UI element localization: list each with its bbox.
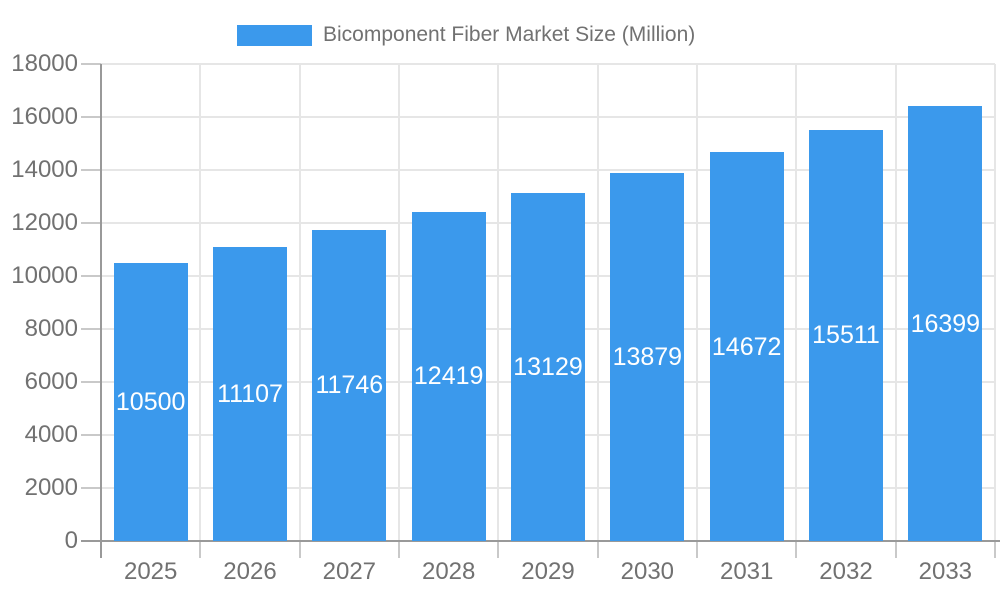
x-gridline bbox=[994, 64, 996, 541]
x-axis-tick bbox=[696, 541, 698, 558]
y-axis-label: 18000 bbox=[11, 50, 78, 77]
x-gridline bbox=[696, 64, 698, 541]
y-axis-label: 6000 bbox=[24, 368, 78, 395]
x-axis-tick bbox=[298, 541, 301, 558]
x-axis-tick bbox=[497, 541, 500, 558]
x-axis-tick bbox=[398, 541, 400, 558]
bar-2025 bbox=[113, 262, 188, 541]
y-axis-tick bbox=[81, 381, 101, 383]
x-axis-label: 2025 bbox=[123, 558, 178, 585]
y-axis-label: 10000 bbox=[11, 262, 78, 289]
legend-swatch bbox=[237, 24, 312, 46]
bar-2029 bbox=[511, 193, 585, 541]
y-axis-tick bbox=[81, 487, 101, 489]
x-axis-tick bbox=[199, 541, 202, 558]
x-axis-line bbox=[81, 540, 1000, 542]
x-axis-label: 2027 bbox=[322, 558, 377, 585]
y-axis-label: 8000 bbox=[24, 315, 78, 342]
bar-value-label: 13879 bbox=[612, 343, 683, 372]
x-gridline bbox=[298, 64, 301, 541]
bar-value-label: 11107 bbox=[217, 379, 283, 408]
y-axis-label: 12000 bbox=[11, 209, 78, 236]
x-axis-label: 2033 bbox=[918, 558, 973, 585]
x-gridline bbox=[596, 64, 599, 541]
x-axis-label: 2032 bbox=[819, 558, 873, 585]
y-axis-line bbox=[100, 64, 102, 558]
bar-2028 bbox=[411, 211, 486, 541]
y-axis-label: 2000 bbox=[24, 474, 78, 501]
bar-value-label: 15511 bbox=[812, 321, 880, 350]
bar-value-label: 14672 bbox=[711, 332, 782, 361]
y-axis-tick bbox=[81, 328, 101, 330]
x-gridline bbox=[894, 64, 897, 541]
y-axis-tick bbox=[81, 275, 101, 277]
y-axis-label: 14000 bbox=[11, 156, 78, 183]
x-gridline bbox=[497, 64, 500, 541]
x-axis-tick bbox=[994, 541, 996, 558]
x-axis-label: 2026 bbox=[223, 558, 277, 585]
bar-value-label: 16399 bbox=[910, 309, 981, 338]
legend-item[interactable]: Bicomponent Fiber Market Size (Million) bbox=[237, 23, 695, 47]
x-axis-tick bbox=[795, 541, 798, 558]
bar-value-label: 10500 bbox=[115, 387, 186, 416]
bar-2030 bbox=[610, 173, 685, 541]
y-axis-label: 16000 bbox=[11, 103, 78, 130]
x-axis-tick bbox=[894, 541, 897, 558]
y-axis-label: 0 bbox=[64, 527, 78, 554]
y-axis-tick bbox=[81, 116, 101, 118]
bar-value-label: 13129 bbox=[513, 353, 583, 382]
y-axis-tick bbox=[81, 169, 101, 171]
legend-label: Bicomponent Fiber Market Size (Million) bbox=[323, 23, 696, 46]
y-gridline bbox=[101, 63, 995, 65]
x-gridline bbox=[795, 64, 798, 541]
y-axis-tick bbox=[81, 434, 101, 436]
bar-2031 bbox=[709, 152, 784, 541]
y-axis-tick bbox=[81, 222, 101, 224]
bar-value-label: 11746 bbox=[315, 371, 384, 400]
y-gridline bbox=[101, 116, 995, 118]
y-axis-tick bbox=[81, 63, 101, 65]
x-gridline bbox=[199, 64, 202, 541]
bar-2033 bbox=[908, 106, 983, 541]
x-axis-tick bbox=[596, 541, 599, 558]
x-gridline bbox=[398, 64, 400, 541]
x-axis-label: 2031 bbox=[719, 558, 774, 585]
x-axis-label: 2029 bbox=[521, 558, 575, 585]
y-gridline bbox=[101, 169, 995, 171]
x-axis-label: 2030 bbox=[620, 558, 675, 585]
y-axis-label: 4000 bbox=[24, 421, 78, 448]
bar-2027 bbox=[312, 229, 387, 541]
bar-value-label: 12419 bbox=[413, 362, 484, 391]
bar-2026 bbox=[213, 246, 287, 541]
bar-2032 bbox=[809, 129, 883, 541]
x-axis-label: 2028 bbox=[421, 558, 476, 585]
